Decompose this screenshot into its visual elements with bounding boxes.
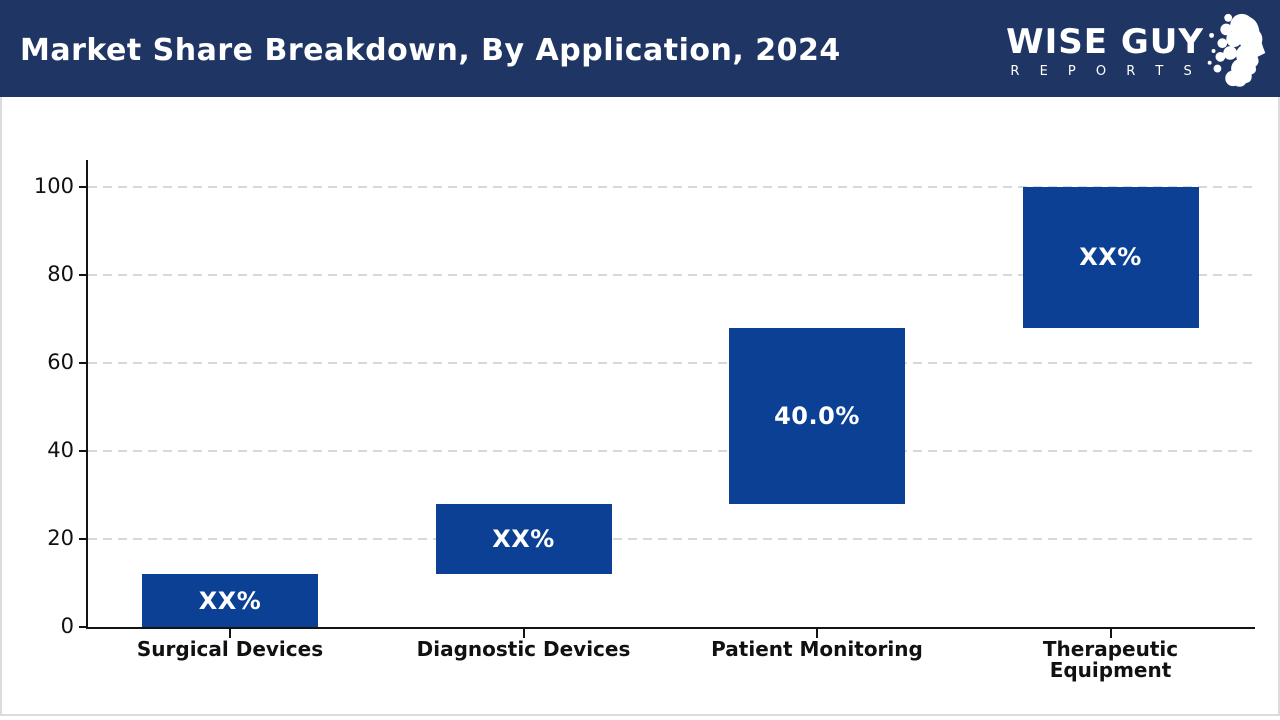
- bar-surgical-devices: XX%: [142, 574, 318, 627]
- gridline: [88, 274, 1253, 276]
- bar-value-label: XX%: [492, 524, 555, 553]
- y-tick-mark: [79, 362, 88, 364]
- page-title: Market Share Breakdown, By Application, …: [20, 33, 841, 68]
- y-tick-label: 20: [47, 526, 74, 550]
- x-tick-mark: [1109, 629, 1112, 638]
- logo-subtitle: R E P O R T S: [1010, 64, 1200, 79]
- x-tick-mark: [816, 629, 818, 638]
- bar-value-label: 40.0%: [774, 401, 860, 430]
- gridline: [88, 538, 1253, 540]
- wise-guy-logo: WISE GUY R E P O R T S: [1006, 6, 1266, 92]
- y-tick-label: 60: [47, 350, 74, 374]
- x-category-label: Patient Monitoring: [711, 637, 923, 661]
- y-tick-mark: [79, 450, 88, 452]
- y-tick-label: 80: [47, 262, 74, 286]
- y-tick-mark: [79, 274, 88, 276]
- bar-value-label: XX%: [198, 586, 262, 615]
- gridline: [88, 450, 1253, 452]
- y-tick-mark: [79, 538, 88, 540]
- gridline: [88, 362, 1253, 364]
- x-axis-line: [86, 627, 1255, 629]
- gridline: [88, 186, 1253, 188]
- bar-diagnostic-devices: XX%: [435, 503, 612, 575]
- bar-patient-monitoring: 40.0%: [729, 327, 905, 504]
- bar-therapeutic-equipment: XX%: [1022, 187, 1199, 328]
- y-axis-line: [86, 160, 88, 629]
- y-tick-mark: [79, 626, 88, 628]
- y-tick-label: 100: [33, 174, 74, 198]
- logo-wordmark: WISE GUY: [1006, 22, 1204, 62]
- x-category-label: Diagnostic Devices: [416, 637, 631, 661]
- x-category-label: Therapeutic Equipment: [1042, 637, 1179, 682]
- wise-guy-face-icon: [1207, 13, 1266, 87]
- header-bar: Market Share Breakdown, By Application, …: [0, 0, 1280, 97]
- x-category-label: Surgical Devices: [136, 637, 324, 661]
- bar-value-label: XX%: [1079, 243, 1142, 272]
- logo-text: WISE GUY R E P O R T S: [1006, 22, 1204, 79]
- x-tick-mark: [229, 629, 231, 638]
- x-tick-mark: [522, 629, 525, 638]
- y-tick-mark: [79, 186, 88, 188]
- y-tick-label: 40: [47, 438, 74, 462]
- y-tick-label: 0: [60, 614, 74, 638]
